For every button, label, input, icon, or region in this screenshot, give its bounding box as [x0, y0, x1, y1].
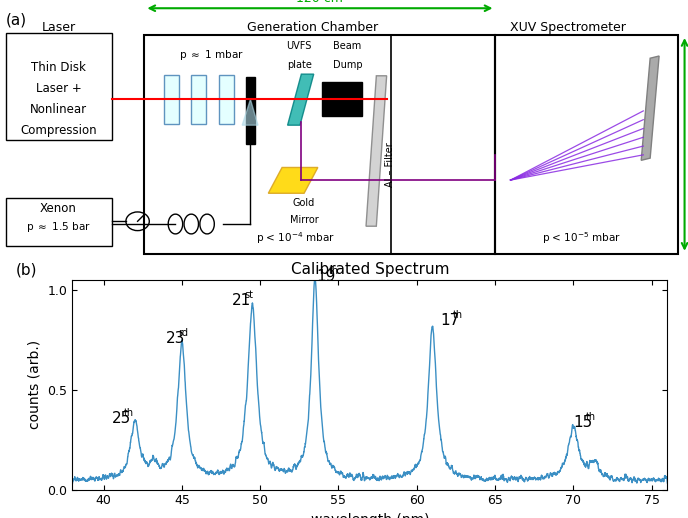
Text: Thin Disk: Thin Disk: [31, 62, 86, 75]
Bar: [164, 75, 179, 124]
Bar: [6, 198, 112, 246]
Text: Laser +: Laser +: [36, 82, 81, 95]
Text: rd: rd: [179, 328, 189, 338]
Text: 120 cm: 120 cm: [297, 0, 343, 5]
Text: 17: 17: [440, 313, 460, 328]
Y-axis label: counts (arb.): counts (arb.): [28, 340, 42, 429]
Text: UVFS: UVFS: [287, 40, 312, 51]
Text: Nonlinear: Nonlinear: [30, 103, 87, 116]
Text: th: th: [329, 266, 339, 276]
Text: 25: 25: [111, 411, 131, 426]
Text: XUV Spectrometer: XUV Spectrometer: [510, 21, 625, 34]
Text: Compression: Compression: [20, 124, 97, 137]
Text: st: st: [244, 290, 253, 300]
Text: Mirror: Mirror: [290, 215, 319, 225]
Polygon shape: [366, 76, 387, 226]
Text: 21: 21: [232, 293, 251, 308]
Bar: [246, 77, 255, 144]
Text: plate: plate: [287, 60, 312, 70]
Polygon shape: [288, 74, 314, 125]
Bar: [322, 82, 362, 117]
Polygon shape: [268, 167, 318, 193]
Text: (b): (b): [16, 263, 37, 278]
Polygon shape: [641, 56, 659, 161]
Text: Laser: Laser: [41, 21, 76, 34]
Text: p < 10$^{-5}$ mbar: p < 10$^{-5}$ mbar: [542, 230, 621, 246]
Polygon shape: [242, 99, 258, 125]
Text: (a): (a): [6, 12, 27, 27]
Bar: [144, 35, 495, 254]
Title: Calibrated Spectrum: Calibrated Spectrum: [290, 262, 449, 277]
Bar: [495, 35, 678, 254]
Text: p < 10$^{-4}$ mbar: p < 10$^{-4}$ mbar: [257, 230, 335, 246]
Text: 19: 19: [316, 269, 336, 284]
Text: th: th: [585, 412, 596, 422]
Text: 15: 15: [573, 414, 592, 429]
Text: p $\approx$ 1 mbar: p $\approx$ 1 mbar: [179, 48, 244, 62]
Text: Dump: Dump: [332, 60, 363, 70]
Text: Gold: Gold: [293, 198, 315, 208]
Circle shape: [126, 212, 149, 231]
Text: Beam: Beam: [333, 40, 362, 51]
Text: p $\approx$ 1.5 bar: p $\approx$ 1.5 bar: [26, 220, 91, 234]
Text: th: th: [453, 310, 463, 320]
Bar: [6, 33, 112, 140]
Bar: [219, 75, 234, 124]
Text: Xenon: Xenon: [40, 202, 77, 215]
Bar: [191, 75, 206, 124]
Text: 23: 23: [166, 330, 186, 346]
Text: Al – Filter: Al – Filter: [385, 142, 396, 187]
X-axis label: wavelength (nm): wavelength (nm): [310, 513, 429, 518]
Text: th: th: [124, 408, 134, 418]
Text: Generation Chamber: Generation Chamber: [248, 21, 378, 34]
